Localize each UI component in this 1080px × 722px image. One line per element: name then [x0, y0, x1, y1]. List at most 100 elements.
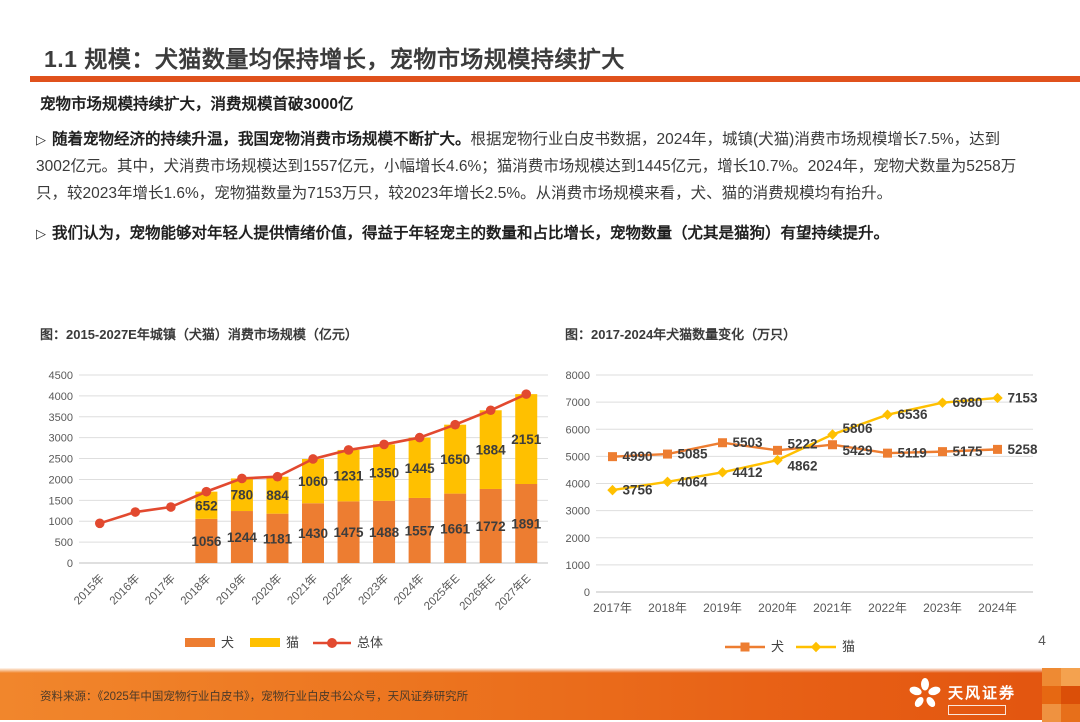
market-size-chart-title: 图：2015-2027E年城镇（犬猫）消费市场规模（亿元）	[40, 327, 358, 342]
svg-text:5429: 5429	[843, 443, 873, 458]
bullet-arrow-icon: ▷	[36, 226, 46, 241]
svg-text:5806: 5806	[843, 421, 874, 436]
svg-text:2017年: 2017年	[593, 601, 632, 615]
svg-text:2024年: 2024年	[391, 571, 427, 607]
svg-text:5085: 5085	[678, 447, 709, 462]
svg-text:2026年E: 2026年E	[456, 571, 498, 613]
svg-text:2000: 2000	[49, 474, 73, 486]
svg-text:4412: 4412	[733, 465, 763, 480]
svg-text:1181: 1181	[263, 531, 293, 546]
pet-count-chart-title: 图：2017-2024年犬猫数量变化（万只）	[565, 327, 797, 342]
svg-text:5258: 5258	[1008, 442, 1039, 457]
svg-text:犬: 犬	[221, 635, 234, 650]
bullet-item: ▷ 我们认为，宠物能够对年轻人提供情绪价值，得益于年轻宠主的数量和占比增长，宠物数…	[36, 220, 1034, 247]
svg-text:6980: 6980	[953, 395, 983, 410]
svg-text:2027年E: 2027年E	[492, 571, 534, 613]
svg-text:1557: 1557	[405, 523, 435, 538]
svg-text:2025年E: 2025年E	[421, 571, 463, 613]
svg-text:2022年: 2022年	[320, 571, 356, 607]
svg-text:4000: 4000	[49, 391, 73, 403]
svg-text:猫: 猫	[286, 635, 299, 650]
svg-text:4064: 4064	[678, 474, 709, 489]
svg-text:4000: 4000	[566, 479, 590, 491]
svg-text:1000: 1000	[49, 516, 73, 528]
svg-text:2000: 2000	[566, 533, 590, 545]
svg-text:1244: 1244	[227, 530, 258, 545]
svg-text:1488: 1488	[369, 525, 400, 540]
svg-text:2151: 2151	[511, 432, 542, 447]
body-bullets: ▷ 随着宠物经济的持续升温，我国宠物消费市场规模不断扩大。根据宠物行业白皮书数据，…	[36, 126, 1034, 247]
bullet-bold-text: 我们认为，宠物能够对年轻人提供情绪价值，得益于年轻宠主的数量和占比增长，宠物数量…	[52, 225, 890, 242]
svg-text:1350: 1350	[369, 466, 399, 481]
svg-text:2022年: 2022年	[868, 601, 907, 615]
footer-mosaic	[1042, 668, 1080, 722]
pet-count-chart: 0 1000 2000 3000 4000 5000 6000 7000 8000 4990 375…	[566, 370, 1039, 654]
svg-text:1884: 1884	[476, 443, 507, 458]
brand-name: 天风证券	[948, 685, 1017, 702]
svg-text:2016年: 2016年	[106, 571, 142, 607]
svg-text:4500: 4500	[49, 370, 73, 382]
page-title: 1.1 规模：犬猫数量均保持增长，宠物市场规模持续扩大	[44, 46, 625, 72]
page-number: 4	[1038, 632, 1046, 648]
svg-text:1650: 1650	[440, 452, 470, 467]
svg-text:2021年: 2021年	[813, 601, 852, 615]
svg-text:2018年: 2018年	[648, 601, 687, 615]
svg-text:1231: 1231	[334, 469, 365, 484]
svg-text:500: 500	[55, 537, 73, 549]
svg-text:2500: 2500	[49, 454, 73, 466]
body-heading: 宠物市场规模持续扩大，消费规模首破3000亿	[40, 96, 354, 113]
svg-text:1891: 1891	[511, 516, 542, 531]
svg-text:3756: 3756	[623, 483, 654, 498]
svg-text:1445: 1445	[405, 461, 436, 476]
svg-text:4990: 4990	[623, 449, 653, 464]
bullet-item: ▷ 随着宠物经济的持续升温，我国宠物消费市场规模不断扩大。根据宠物行业白皮书数据，…	[36, 126, 1034, 207]
svg-text:8000: 8000	[566, 370, 590, 382]
svg-text:1060: 1060	[298, 474, 328, 489]
svg-text:652: 652	[195, 498, 218, 513]
svg-text:5000: 5000	[566, 451, 590, 463]
svg-text:1000: 1000	[566, 560, 590, 572]
svg-text:5503: 5503	[733, 435, 764, 450]
svg-text:5175: 5175	[953, 444, 984, 459]
svg-text:884: 884	[266, 488, 289, 503]
svg-text:6536: 6536	[898, 407, 929, 422]
svg-text:2019年: 2019年	[703, 601, 742, 615]
bullet-normal-text: 根据宠物行业白皮书数据，2024年，城镇(犬猫)消费市场规模增长7.5%，达到3…	[36, 131, 1017, 202]
svg-text:5222: 5222	[788, 437, 818, 452]
svg-text:1772: 1772	[476, 519, 506, 534]
svg-text:2019年: 2019年	[213, 571, 249, 607]
svg-text:2015年: 2015年	[71, 571, 107, 607]
svg-text:猫: 猫	[842, 639, 855, 654]
svg-text:2020年: 2020年	[758, 601, 797, 615]
svg-text:6000: 6000	[566, 424, 590, 436]
bullet-bold-text: 随着宠物经济的持续升温，我国宠物消费市场规模不断扩大。	[52, 131, 471, 148]
svg-text:2021年: 2021年	[284, 571, 320, 607]
svg-text:780: 780	[231, 488, 254, 503]
svg-text:1500: 1500	[49, 495, 73, 507]
svg-text:总体: 总体	[357, 635, 383, 650]
svg-text:5119: 5119	[898, 446, 927, 461]
svg-text:0: 0	[584, 587, 590, 599]
svg-text:7000: 7000	[566, 397, 590, 409]
svg-text:1430: 1430	[298, 526, 328, 541]
svg-text:3500: 3500	[49, 412, 73, 424]
tianfeng-logo: 天风证券	[908, 677, 1016, 715]
svg-text:2018年: 2018年	[177, 571, 213, 607]
market-size-chart: 0 500 1000 1500 2000 2500 3000 3500 4000 4500 1056…	[49, 370, 548, 650]
svg-text:0: 0	[67, 558, 73, 570]
svg-text:1056: 1056	[191, 534, 222, 549]
svg-text:3000: 3000	[566, 506, 590, 518]
svg-text:2020年: 2020年	[248, 571, 284, 607]
svg-text:犬: 犬	[771, 639, 784, 654]
svg-text:7153: 7153	[1008, 390, 1039, 405]
svg-text:2024年: 2024年	[978, 601, 1017, 615]
brand-tagline-box	[948, 705, 1006, 715]
svg-text:2023年: 2023年	[355, 571, 391, 607]
bullet-arrow-icon: ▷	[36, 132, 46, 147]
footer: 资料来源：《2025年中国宠物行业白皮书》，宠物行业白皮书公众号，天风证券研究所…	[0, 668, 1080, 722]
title-accent-rule	[30, 76, 1080, 82]
svg-text:1661: 1661	[440, 521, 471, 536]
svg-text:2017年: 2017年	[142, 571, 178, 607]
svg-text:2023年: 2023年	[923, 601, 962, 615]
svg-text:3000: 3000	[49, 433, 73, 445]
